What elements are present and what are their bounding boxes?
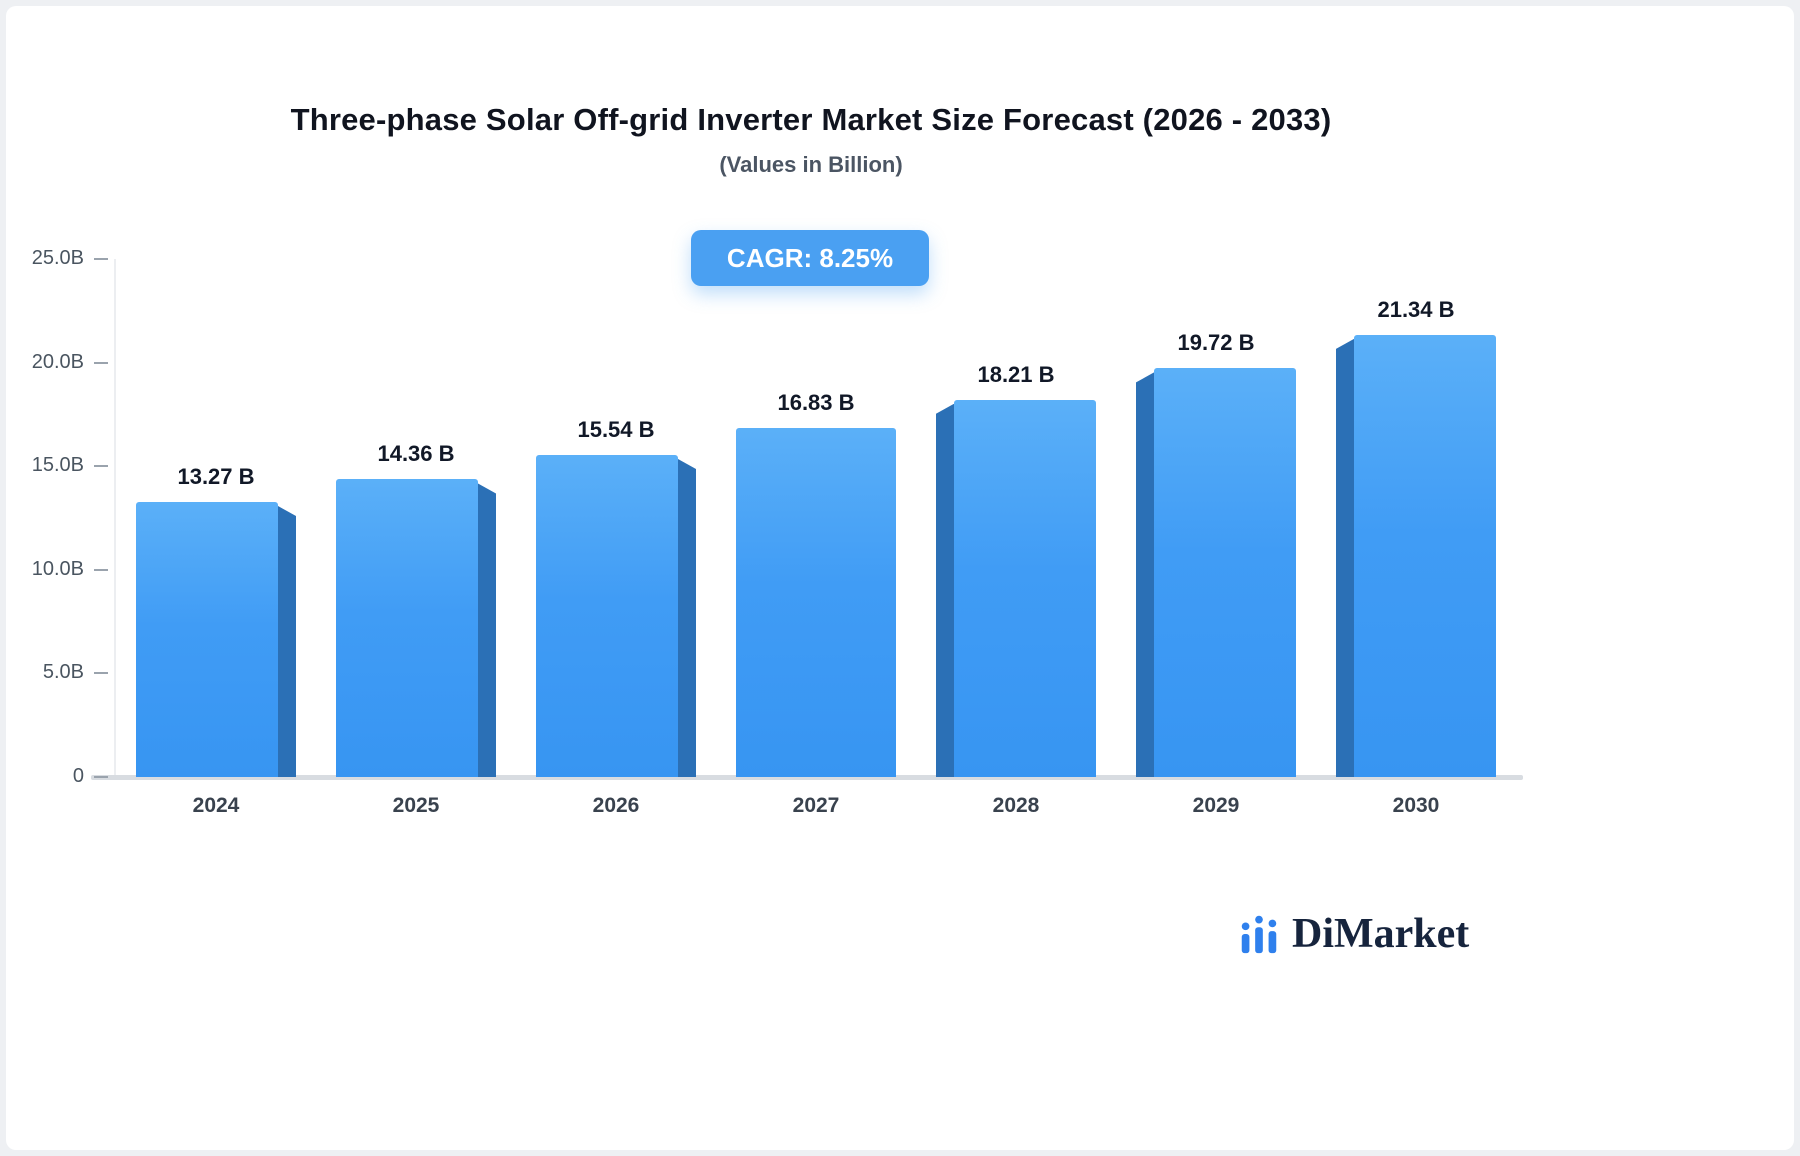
bar	[1154, 368, 1296, 777]
bar-value-label: 13.27 B	[177, 464, 255, 490]
chart-subtitle: (Values in Billion)	[719, 152, 903, 177]
bar	[336, 479, 478, 777]
x-axis-line	[91, 775, 1523, 780]
cagr-badge: CAGR: 8.25%	[691, 230, 929, 286]
y-axis-tick-label: 0	[72, 765, 84, 787]
y-axis-tick-label: 10.0B	[31, 557, 84, 580]
x-axis-tick-label: 2025	[392, 794, 440, 817]
dimarket-logo: DiMarket	[1236, 910, 1469, 958]
x-axis-tick-label: 2024	[192, 794, 240, 817]
bar-value-label: 21.34 B	[1377, 296, 1455, 322]
bar-value-label: 15.54 B	[577, 417, 655, 442]
bar-side-shade	[936, 403, 954, 777]
y-axis-tick-label: 5.0B	[42, 661, 84, 684]
bar	[536, 455, 678, 777]
y-axis-tick-label: 25.0B	[31, 247, 84, 269]
y-axis-tick-mark	[94, 465, 108, 468]
bar-value-label: 14.36 B	[377, 441, 455, 467]
chart-title: Three-phase Solar Off-grid Inverter Mark…	[290, 102, 1332, 137]
x-axis-tick-label: 2029	[1192, 794, 1240, 817]
x-axis-tick-label: 2027	[792, 794, 840, 817]
bar-side-shade	[278, 506, 296, 777]
x-axis-tick-label: 2028	[992, 794, 1040, 817]
logo-text: DiMarket	[1292, 911, 1470, 957]
bar-value-label: 16.83 B	[777, 390, 855, 416]
y-axis-tick-mark	[94, 258, 108, 260]
bar-chart: 0 5.0B 10.0B 15.0B 20.0B 25.0B 13.27 B 2024 14.3…	[6, 6, 1794, 1150]
bar	[136, 502, 278, 777]
bar-side-shade	[1136, 372, 1154, 777]
y-axis-tick-mark	[94, 776, 108, 778]
bar-chart-dots-icon	[1236, 911, 1282, 957]
x-axis-tick-label: 2030	[1392, 794, 1440, 817]
bar	[1354, 334, 1496, 777]
y-axis-line	[114, 259, 116, 777]
bar-value-label: 19.72 B	[1177, 330, 1255, 356]
bar	[954, 399, 1096, 777]
y-axis-tick-mark	[94, 568, 108, 571]
bar-side-shade	[478, 483, 496, 777]
x-axis-tick-label: 2026	[592, 794, 640, 817]
y-axis-tick-label: 20.0B	[31, 350, 84, 373]
chart-card: Three-phase Solar Off-grid Inverter Mark…	[6, 6, 1794, 1150]
bar-value-label: 18.21 B	[977, 361, 1055, 387]
bar	[736, 428, 896, 777]
bar-side-shade	[678, 459, 696, 777]
bar-side-shade	[1336, 338, 1354, 777]
y-axis-tick-label: 15.0B	[31, 454, 84, 477]
y-axis-tick-mark	[94, 672, 108, 675]
y-axis-tick-mark	[94, 361, 108, 364]
